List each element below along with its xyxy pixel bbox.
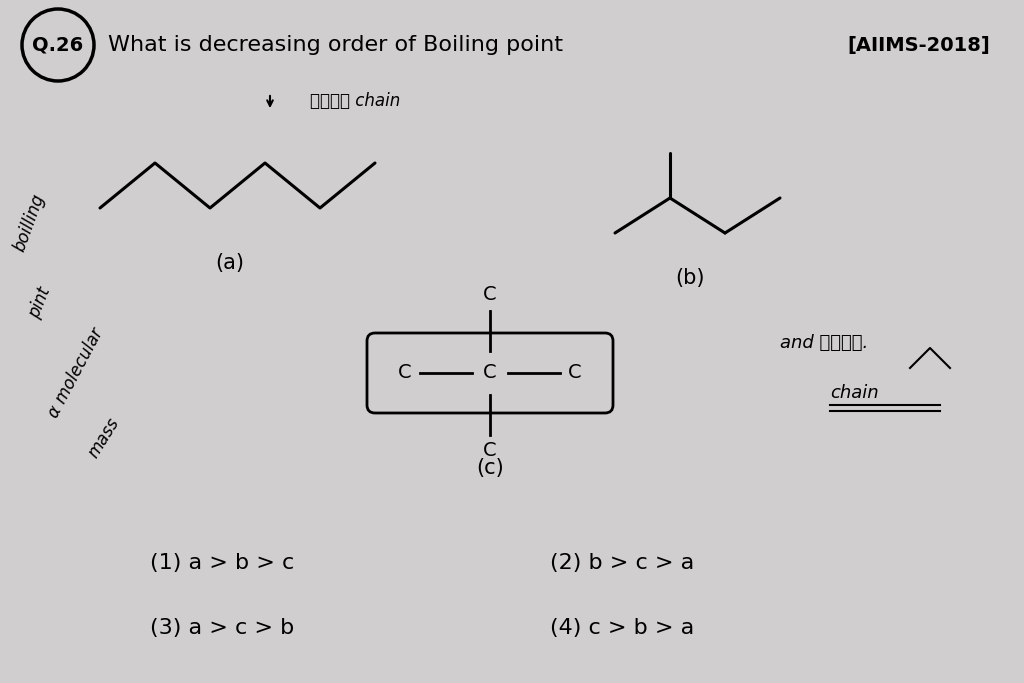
Text: (1) a > b > c: (1) a > b > c: [150, 553, 294, 573]
Text: chain: chain: [830, 384, 879, 402]
Text: (3) a > c > b: (3) a > c > b: [150, 618, 294, 638]
Text: α molecular: α molecular: [45, 325, 108, 421]
Text: हरेा chain: हरेा chain: [310, 92, 400, 110]
Text: pint: pint: [25, 285, 53, 321]
Text: (2) b > c > a: (2) b > c > a: [550, 553, 694, 573]
Text: C: C: [483, 363, 497, 382]
Text: (c): (c): [476, 458, 504, 478]
Text: C: C: [483, 441, 497, 460]
Text: (b): (b): [675, 268, 705, 288]
Text: Q.26: Q.26: [33, 36, 84, 55]
Text: C: C: [398, 363, 412, 382]
Text: (4) c > b > a: (4) c > b > a: [550, 618, 694, 638]
Text: What is decreasing order of Boiling point: What is decreasing order of Boiling poin…: [108, 35, 563, 55]
Text: C: C: [483, 285, 497, 305]
Text: and ಎಳವೆ.: and ಎಳವೆ.: [780, 334, 868, 352]
Text: C: C: [568, 363, 582, 382]
Text: boilling: boilling: [10, 192, 47, 254]
Text: (a): (a): [215, 253, 245, 273]
Text: [AIIMS-2018]: [AIIMS-2018]: [847, 36, 990, 55]
Text: mass: mass: [85, 415, 124, 461]
